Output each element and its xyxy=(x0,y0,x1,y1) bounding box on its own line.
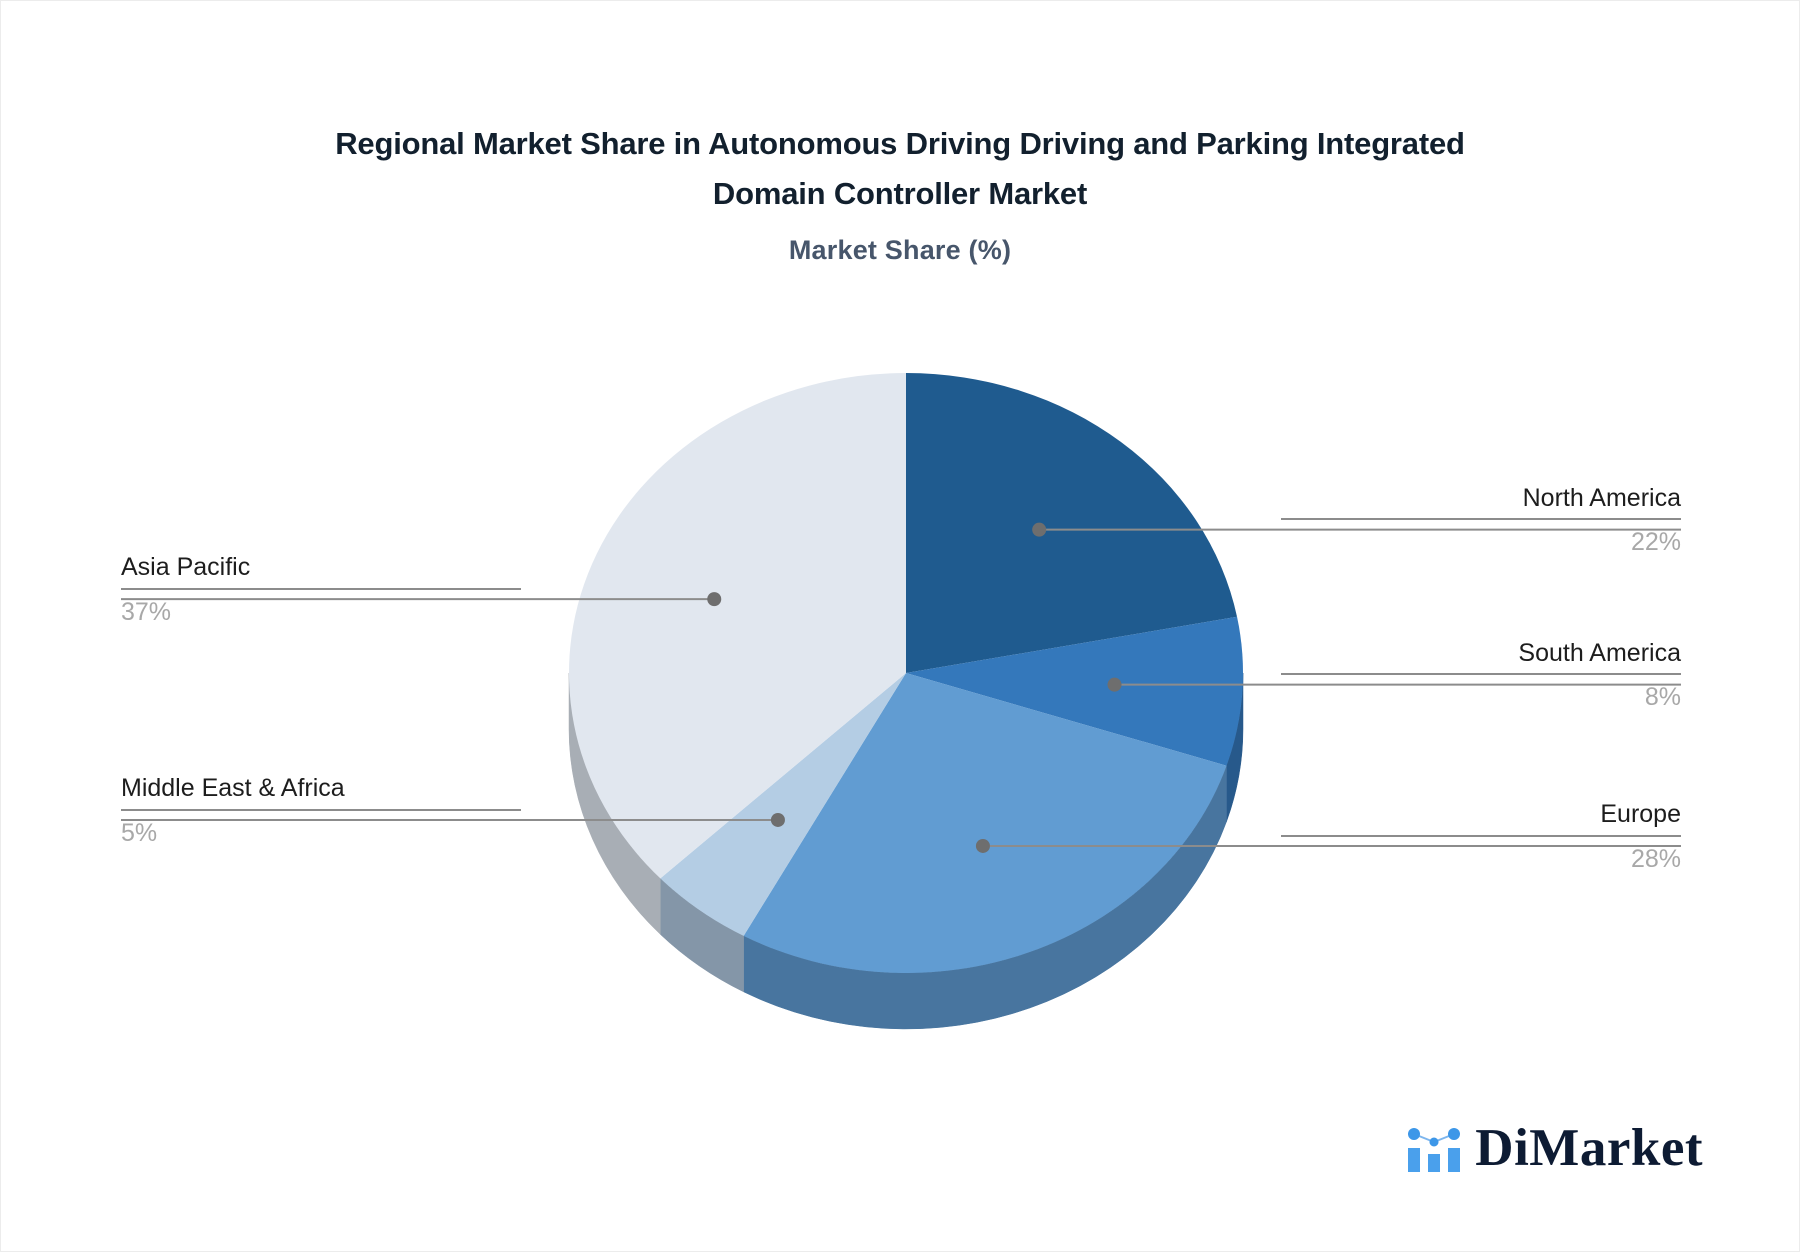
callout-rule xyxy=(121,808,521,811)
callout-north-america[interactable]: North America 22% xyxy=(1281,484,1681,558)
callout-label: Asia Pacific xyxy=(121,553,251,582)
callout-value: 22% xyxy=(1630,528,1681,557)
callout-europe[interactable]: Europe 28% xyxy=(1281,800,1681,874)
pie-slice-asia-pacific[interactable] xyxy=(569,373,906,879)
title-block: Regional Market Share in Autonomous Driv… xyxy=(1,119,1799,266)
leader-dot xyxy=(707,592,722,607)
callout-value: 8% xyxy=(1644,683,1681,712)
chart-subtitle: Market Share (%) xyxy=(788,235,1012,266)
pie-slice-europe[interactable] xyxy=(743,673,1227,973)
brand-name: DiMarket xyxy=(1475,1119,1703,1177)
callout-south-america[interactable]: South America 8% xyxy=(1281,639,1681,713)
bar-chart-icon xyxy=(1408,1127,1461,1172)
pie-slice-middle-east-africa[interactable] xyxy=(660,673,906,936)
callout-label: North America xyxy=(1522,483,1681,512)
brand-logo: DiMarket xyxy=(1405,1122,1703,1175)
leader-dot xyxy=(1107,677,1122,692)
callout-value: 37% xyxy=(121,597,172,626)
leader-dot xyxy=(975,838,990,853)
chart-title-line-1: Regional Market Share in Autonomous Driv… xyxy=(335,126,1465,212)
callout-label: Middle East & Africa xyxy=(121,773,345,802)
callout-rule xyxy=(1281,834,1681,837)
pie-slice-south-america[interactable] xyxy=(906,616,1243,766)
leader-dot xyxy=(1032,522,1047,537)
callout-rule xyxy=(1281,673,1681,676)
callout-value: 5% xyxy=(121,818,158,847)
callout-middle-east-africa[interactable]: Middle East & Africa 5% xyxy=(121,774,521,848)
callout-label: Europe xyxy=(1600,799,1681,828)
callout-label: South America xyxy=(1518,638,1681,667)
pie-slices xyxy=(569,373,1243,973)
callout-value: 28% xyxy=(1630,844,1681,873)
page-title: Regional Market Share in Autonomous Driv… xyxy=(130,119,1670,219)
callout-rule xyxy=(1281,518,1681,521)
pie-leader-lines xyxy=(121,522,1681,853)
chart-title-line-2: Controller Market xyxy=(833,176,1088,212)
leader-dot xyxy=(770,812,785,827)
callout-rule xyxy=(121,587,521,590)
pie-slice-north-america[interactable] xyxy=(906,373,1238,673)
callout-asia-pacific[interactable]: Asia Pacific 37% xyxy=(121,553,521,627)
